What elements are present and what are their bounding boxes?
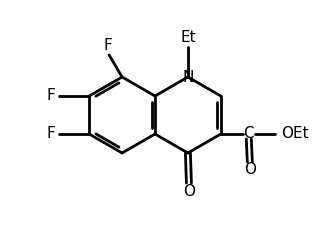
Text: N: N: [182, 69, 194, 85]
Text: Et: Et: [180, 31, 196, 45]
Text: O: O: [244, 163, 256, 177]
Text: C: C: [244, 125, 254, 140]
Text: F: F: [47, 127, 56, 141]
Text: OEt: OEt: [281, 125, 308, 140]
Text: F: F: [104, 38, 113, 53]
Text: O: O: [183, 183, 195, 199]
Text: F: F: [47, 88, 56, 104]
